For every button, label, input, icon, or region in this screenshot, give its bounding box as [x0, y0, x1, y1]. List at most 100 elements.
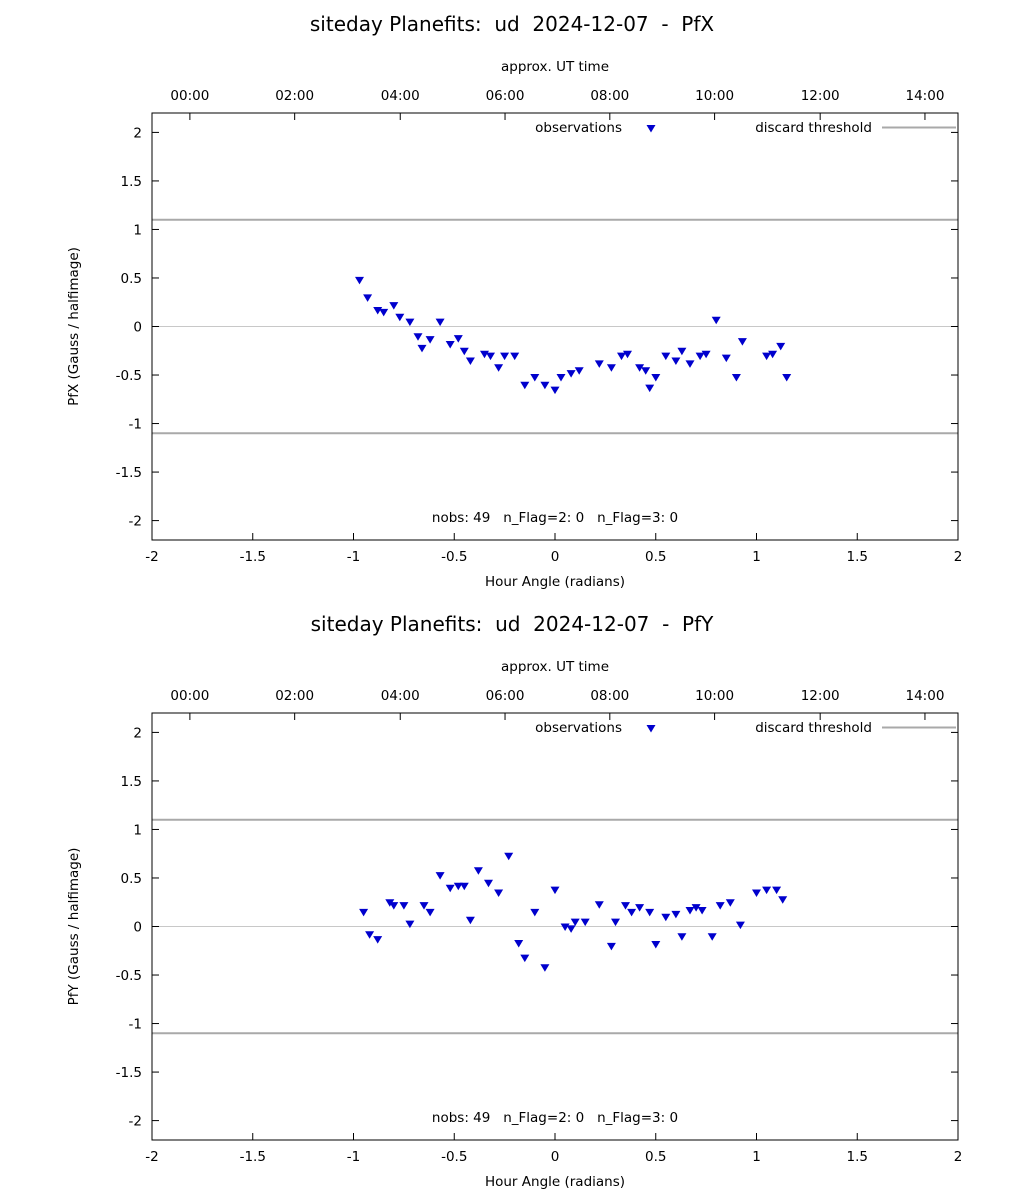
- data-point-marker: [359, 908, 369, 917]
- data-point-marker: [419, 902, 429, 910]
- y-axis-title: PfX (Gauss / halfimage): [66, 247, 82, 406]
- data-point-marker: [691, 904, 701, 912]
- data-point-marker: [661, 352, 671, 361]
- x-axis-title: Hour Angle (radians): [485, 1174, 625, 1190]
- data-point-marker: [721, 354, 731, 363]
- y-axis-title: PfY (Gauss / halfimage): [66, 848, 82, 1006]
- pfx-plot: approx. UT time -2 -1.5 -1 -0.5 0 0.5 1 1.5 2 -2 -1…: [66, 59, 962, 590]
- data-point-marker: [389, 902, 399, 910]
- x-tick-label: 1.5: [847, 549, 868, 565]
- data-point-marker: [389, 302, 399, 310]
- data-point-marker: [752, 889, 761, 897]
- data-point-marker: [617, 352, 626, 361]
- top-tick-label: 14:00: [906, 88, 945, 104]
- data-point-marker: [566, 925, 576, 933]
- y-tick-label: -0.5: [116, 368, 142, 384]
- y-tick-label: -1: [129, 1017, 142, 1033]
- x-tick-label: -0.5: [441, 1149, 467, 1165]
- y-tick-label: 1: [133, 822, 142, 838]
- data-point-marker: [494, 889, 504, 897]
- data-point-marker: [707, 933, 717, 941]
- data-point-marker: [465, 916, 475, 925]
- data-point-marker: [504, 852, 514, 861]
- top-tick-label: 04:00: [381, 88, 420, 104]
- data-point-marker: [465, 357, 475, 365]
- data-point-marker: [772, 886, 782, 895]
- legend-threshold-label: discard threshold: [755, 720, 872, 736]
- data-point-marker: [641, 367, 651, 375]
- top-axis-title: approx. UT time: [501, 659, 609, 675]
- data-point-marker: [606, 364, 616, 372]
- data-point-marker: [550, 886, 560, 895]
- chart-pfx: siteday Planefits: ud 2024-12-07 - PfX a…: [66, 12, 962, 590]
- top-tick-label: 08:00: [590, 88, 629, 104]
- data-point-marker: [611, 918, 620, 927]
- chart-pfy: siteday Planefits: ud 2024-12-07 - PfY a…: [0, 600, 1024, 1200]
- y-tick-label: -1.5: [116, 465, 142, 481]
- legend-observations-label: observations: [535, 120, 622, 136]
- data-point-marker: [355, 276, 364, 285]
- data-point-marker: [494, 364, 504, 372]
- y-tick-label: -1: [129, 417, 142, 433]
- data-point-marker: [405, 920, 415, 929]
- x-tick-label: -1.5: [240, 549, 266, 565]
- data-point-marker: [480, 350, 489, 359]
- data-point-marker: [645, 384, 655, 393]
- top-tick-label: 12:00: [801, 688, 840, 704]
- data-point-marker: [550, 386, 560, 395]
- x-tick-label: 0.5: [645, 1149, 666, 1165]
- x-tick-label: -1.5: [240, 1149, 266, 1165]
- top-tick-label: 08:00: [590, 688, 629, 704]
- data-point-marker: [520, 381, 530, 390]
- data-point-marker: [373, 936, 383, 944]
- data-point-marker: [473, 867, 483, 875]
- legend-observations-marker: [646, 125, 656, 133]
- data-point-marker: [574, 367, 584, 375]
- y-tick-label: 0: [133, 920, 142, 936]
- data-point-marker: [520, 954, 530, 963]
- y-tick-label: 2: [133, 725, 142, 741]
- top-tick-label: 04:00: [381, 688, 420, 704]
- data-point-marker: [540, 964, 550, 972]
- data-point-marker: [417, 344, 427, 353]
- x-tick-label: 1: [752, 549, 761, 565]
- top-tick-label: 00:00: [170, 88, 209, 104]
- x-tick-label: 1: [752, 1149, 761, 1165]
- data-point-marker: [685, 907, 695, 915]
- y-tick-label: 1.5: [121, 774, 142, 790]
- legend-observations-marker: [646, 725, 656, 733]
- data-point-marker: [677, 933, 687, 941]
- data-point-marker: [776, 342, 786, 351]
- data-point-marker: [385, 899, 395, 907]
- data-point-marker: [453, 882, 463, 891]
- data-point-marker: [651, 941, 661, 949]
- data-point-marker: [701, 350, 711, 359]
- data-point-marker: [399, 902, 409, 910]
- top-tick-label: 10:00: [695, 88, 734, 104]
- data-point-marker: [425, 908, 435, 917]
- data-point-marker: [484, 879, 493, 888]
- observations-series: [355, 276, 792, 395]
- y-tick-label: 1.5: [121, 174, 142, 190]
- data-point-marker: [725, 899, 735, 907]
- data-point-marker: [762, 352, 772, 361]
- x-tick-label: -2: [145, 1149, 158, 1165]
- data-point-marker: [737, 338, 747, 346]
- data-point-marker: [570, 918, 580, 927]
- data-point-marker: [363, 294, 373, 302]
- data-point-marker: [623, 350, 632, 359]
- data-point-marker: [627, 908, 637, 917]
- data-point-marker: [530, 908, 540, 917]
- observations-series: [359, 852, 788, 972]
- x-tick-label: 0: [551, 549, 560, 565]
- x-tick-label: 0.5: [645, 549, 666, 565]
- x-tick-label: -1: [347, 549, 360, 565]
- data-point-marker: [695, 352, 705, 361]
- data-point-marker: [782, 374, 792, 382]
- data-point-marker: [379, 308, 389, 317]
- x-axis-title: Hour Angle (radians): [485, 574, 625, 590]
- nobs-annotation: nobs: 49 n_Flag=2: 0 n_Flag=3: 0: [432, 510, 678, 526]
- top-tick-label: 00:00: [170, 688, 209, 704]
- top-tick-label: 10:00: [695, 688, 734, 704]
- data-point-marker: [677, 347, 687, 356]
